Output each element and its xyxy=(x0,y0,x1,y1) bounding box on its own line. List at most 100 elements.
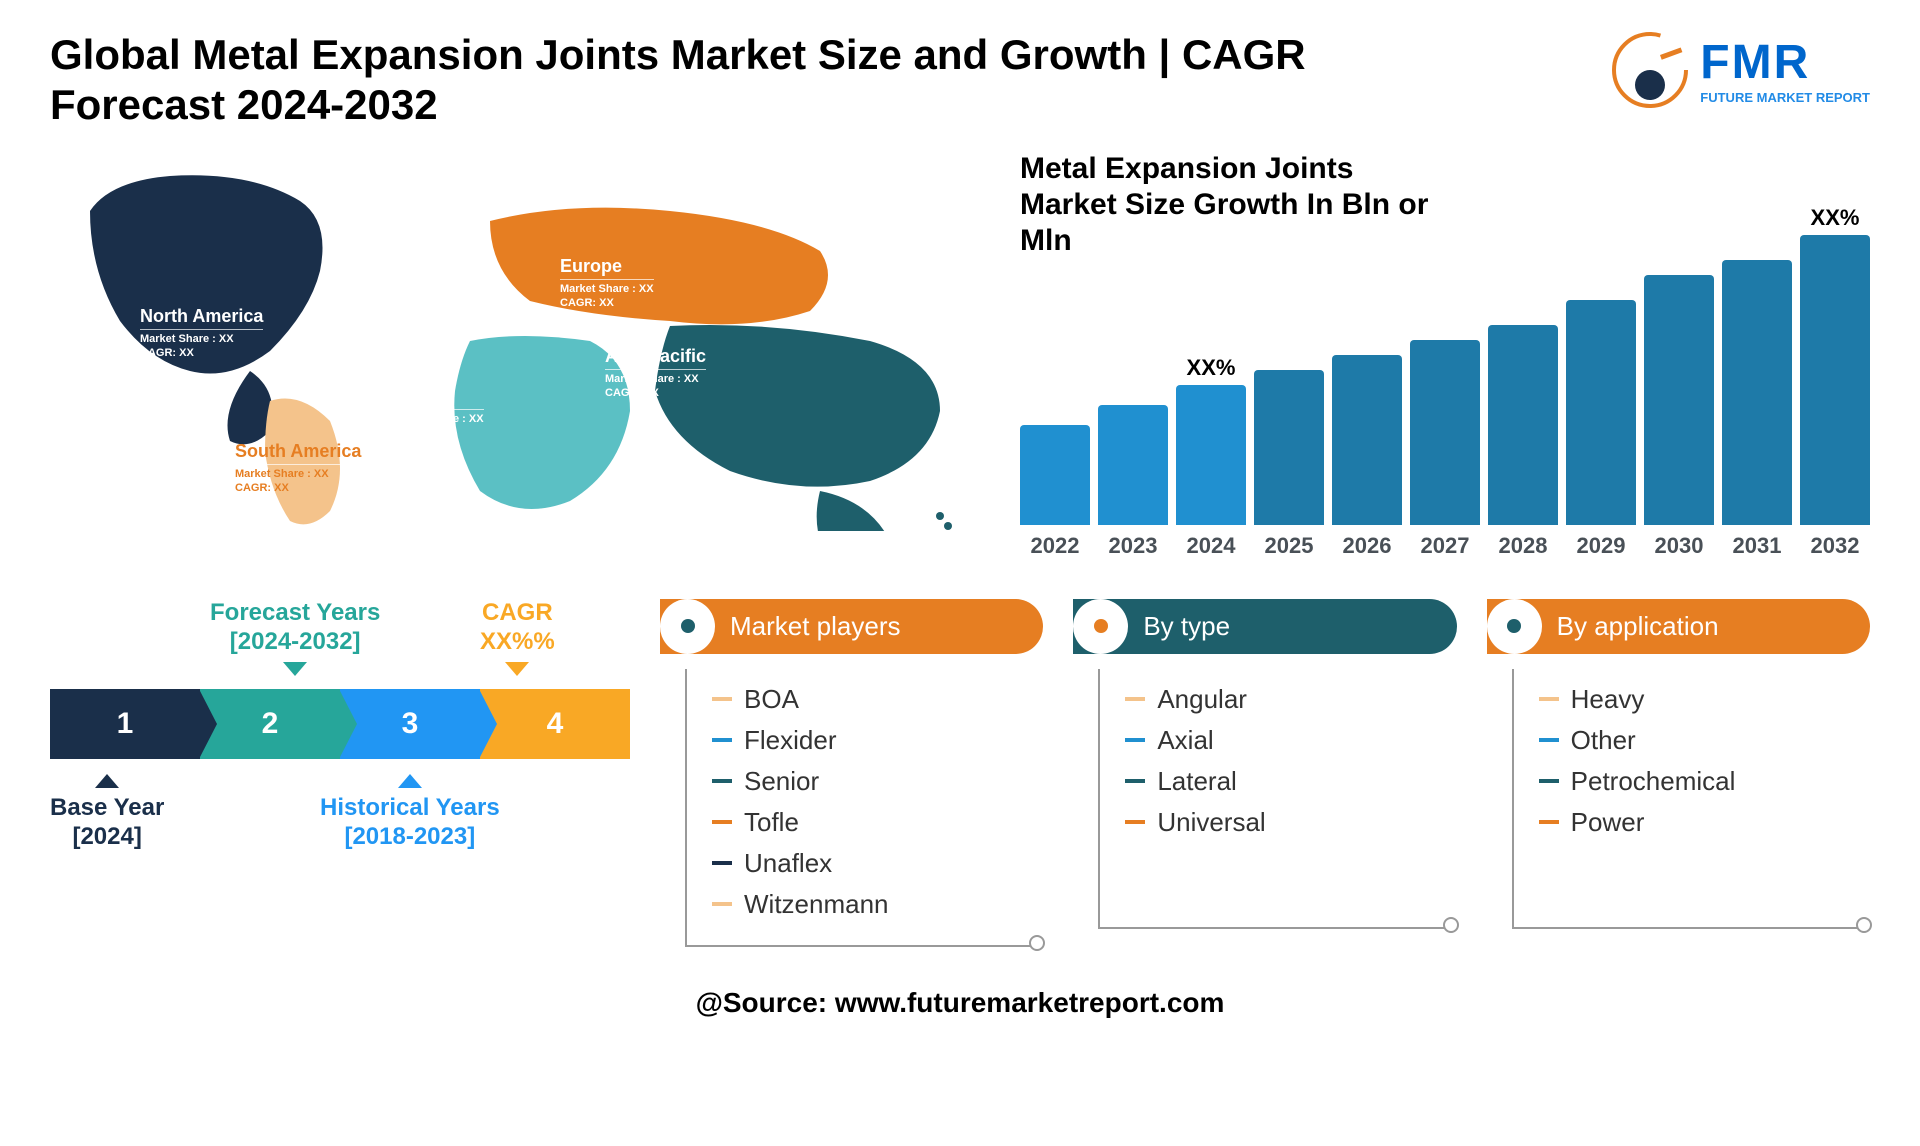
pill-circle-icon xyxy=(1073,599,1128,654)
pill-list: BOA Flexider Senior Tofle Unaflex Witzenmann xyxy=(685,669,1043,947)
bar-year-label: 2023 xyxy=(1109,533,1158,559)
pill-item: Unaflex xyxy=(712,848,1043,879)
pill-list: Heavy Other Petrochemical Power xyxy=(1512,669,1870,929)
logo-acronym: FMR xyxy=(1700,35,1870,90)
pill-marker-icon xyxy=(1539,738,1559,742)
pill-item-label: Heavy xyxy=(1571,684,1645,715)
pill-item-label: Axial xyxy=(1157,725,1213,756)
fmr-logo: FMR FUTURE MARKET REPORT xyxy=(1610,30,1870,110)
pill-item: Flexider xyxy=(712,725,1043,756)
pill-item-label: BOA xyxy=(744,684,799,715)
bar-year-label: 2031 xyxy=(1733,533,1782,559)
world-map: North AmericaMarket Share : XXCAGR: XXSo… xyxy=(50,151,990,531)
pill-title: Market players xyxy=(730,611,901,642)
pill-item-label: Senior xyxy=(744,766,819,797)
pill-item-label: Tofle xyxy=(744,807,799,838)
timeline-segment: 2 xyxy=(200,689,340,759)
source-attribution: @Source: www.futuremarketreport.com xyxy=(50,987,1870,1019)
pill-marker-icon xyxy=(712,697,732,701)
pill-marker-icon xyxy=(1125,779,1145,783)
pill-marker-icon xyxy=(1539,779,1559,783)
pill-item: Petrochemical xyxy=(1539,766,1870,797)
bar-year-label: 2027 xyxy=(1421,533,1470,559)
pill-item: Lateral xyxy=(1125,766,1456,797)
bar-year-label: 2025 xyxy=(1265,533,1314,559)
pill-item-label: Lateral xyxy=(1157,766,1237,797)
pill-item-label: Flexider xyxy=(744,725,836,756)
pill-marker-icon xyxy=(1125,738,1145,742)
pill-marker-icon xyxy=(1125,697,1145,701)
pill-item: Axial xyxy=(1125,725,1456,756)
bar-group: 2026 xyxy=(1332,355,1402,559)
bar-group: XX%2024 xyxy=(1176,385,1246,559)
bar-year-label: 2024 xyxy=(1187,533,1236,559)
pill-item: Tofle xyxy=(712,807,1043,838)
timeline-bottom-label: Historical Years[2018-2023] xyxy=(320,774,500,852)
region-label: Asia PacificMarket Share : XXCAGR: XX xyxy=(605,346,706,401)
logo-icon xyxy=(1610,30,1690,110)
bar-year-label: 2028 xyxy=(1499,533,1548,559)
timeline-top-label: CAGRXX%% xyxy=(480,599,555,677)
timeline-segment: 1 xyxy=(50,689,200,759)
bar-annotation: XX% xyxy=(1187,355,1236,381)
pill-circle-icon xyxy=(660,599,715,654)
bar-year-label: 2032 xyxy=(1811,533,1860,559)
pill-marker-icon xyxy=(1125,820,1145,824)
growth-bar-chart: Metal Expansion Joints Market Size Growt… xyxy=(1020,151,1870,559)
pill-column: By type Angular Axial Lateral Universal xyxy=(1073,599,1456,947)
timeline-segment: 3 xyxy=(340,689,480,759)
chart-bar xyxy=(1098,405,1168,525)
pill-item-label: Other xyxy=(1571,725,1636,756)
pill-item: Universal xyxy=(1125,807,1456,838)
pill-column: By application Heavy Other Petrochemical Pow… xyxy=(1487,599,1870,947)
pill-item: Witzenmann xyxy=(712,889,1043,920)
bar-group: 2025 xyxy=(1254,370,1324,559)
pill-header: By type xyxy=(1073,599,1456,654)
region-label: EuropeMarket Share : XXCAGR: XX xyxy=(560,256,654,311)
pill-header: By application xyxy=(1487,599,1870,654)
logo-subtitle: FUTURE MARKET REPORT xyxy=(1700,90,1870,105)
pill-header: Market players xyxy=(660,599,1043,654)
pill-item: Heavy xyxy=(1539,684,1870,715)
region-label: MEAMarket Share : XXCAGR: XX xyxy=(390,386,484,441)
chart-bar xyxy=(1254,370,1324,525)
pill-item: BOA xyxy=(712,684,1043,715)
timeline-segment: 4 xyxy=(480,689,630,759)
bar-year-label: 2029 xyxy=(1577,533,1626,559)
pill-item-label: Universal xyxy=(1157,807,1265,838)
pill-item: Senior xyxy=(712,766,1043,797)
pill-item-label: Petrochemical xyxy=(1571,766,1736,797)
pill-marker-icon xyxy=(712,861,732,865)
region-label: South AmericaMarket Share : XXCAGR: XX xyxy=(235,441,361,496)
chart-bar xyxy=(1644,275,1714,525)
chart-bar xyxy=(1410,340,1480,525)
chart-bar: XX% xyxy=(1800,235,1870,525)
pill-item: Other xyxy=(1539,725,1870,756)
page-title: Global Metal Expansion Joints Market Siz… xyxy=(50,30,1450,131)
timeline: Forecast Years[2024-2032] CAGRXX%% 1234 B… xyxy=(50,599,630,947)
timeline-top-label: Forecast Years[2024-2032] xyxy=(210,599,380,677)
pill-item-label: Unaflex xyxy=(744,848,832,879)
pill-item: Angular xyxy=(1125,684,1456,715)
pill-list: Angular Axial Lateral Universal xyxy=(1098,669,1456,929)
bar-group: 2028 xyxy=(1488,325,1558,559)
pill-marker-icon xyxy=(712,779,732,783)
pill-column: Market players BOA Flexider Senior Tofle Unaf… xyxy=(660,599,1043,947)
chart-bar xyxy=(1722,260,1792,525)
chart-bar xyxy=(1020,425,1090,525)
chart-title: Metal Expansion Joints Market Size Growt… xyxy=(1020,151,1440,259)
bar-group: 2022 xyxy=(1020,425,1090,559)
bar-group: 2031 xyxy=(1722,260,1792,559)
pill-circle-icon xyxy=(1487,599,1542,654)
pill-item: Power xyxy=(1539,807,1870,838)
bar-group: 2023 xyxy=(1098,405,1168,559)
pill-item-label: Power xyxy=(1571,807,1645,838)
timeline-bottom-label: Base Year[2024] xyxy=(50,774,164,852)
pill-item-label: Angular xyxy=(1157,684,1247,715)
chart-bars: 20222023XX%20242025202620272028202920302… xyxy=(1020,279,1870,559)
bar-annotation: XX% xyxy=(1811,205,1860,231)
bar-year-label: 2030 xyxy=(1655,533,1704,559)
pill-item-label: Witzenmann xyxy=(744,889,889,920)
chart-bar xyxy=(1488,325,1558,525)
bar-group: XX% 2032 xyxy=(1800,235,1870,559)
